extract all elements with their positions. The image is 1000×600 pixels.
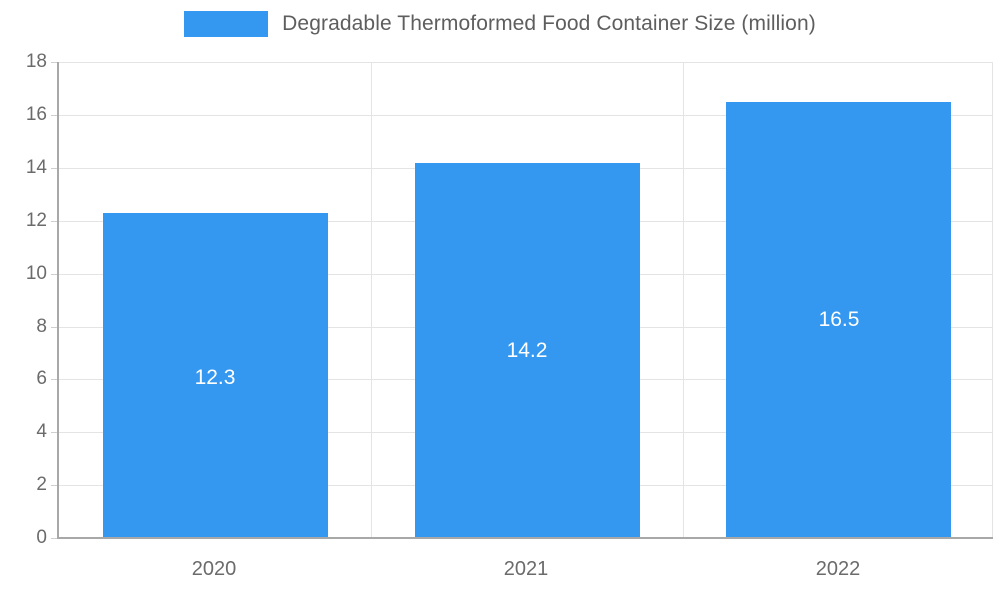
y-tick-label-18: 18 (25, 51, 47, 72)
y-tick-mark-8 (51, 327, 58, 328)
y-tick-label-4: 4 (36, 421, 47, 442)
y-tick-label-16: 16 (25, 104, 47, 125)
gridline-y-18 (58, 62, 993, 63)
gridline-x-2020-2021 (371, 62, 372, 538)
y-tick-mark-6 (51, 379, 58, 380)
x-tick-label-2020: 2020 (191, 558, 237, 580)
x-axis-line (57, 537, 993, 539)
y-tick-label-6: 6 (36, 368, 47, 389)
plot-right-border (992, 62, 993, 538)
x-tick-label-2022: 2022 (815, 558, 861, 580)
legend-item[interactable]: Degradable Thermoformed Food Container S… (184, 11, 816, 37)
chart-legend: Degradable Thermoformed Food Container S… (0, 0, 1000, 48)
bar-2021[interactable] (415, 163, 640, 538)
bar-value-2021: 14.2 (506, 339, 548, 362)
bar-value-2020: 12.3 (194, 366, 236, 389)
y-tick-mark-4 (51, 432, 58, 433)
bar-2020[interactable] (103, 213, 328, 538)
y-axis-tick-labels: 0 2 4 6 8 10 12 14 16 18 (0, 0, 47, 600)
y-tick-label-14: 14 (25, 157, 47, 178)
gridline-y-16 (58, 115, 993, 116)
y-tick-label-10: 10 (25, 263, 47, 284)
y-tick-label-2: 2 (36, 474, 47, 495)
y-axis-line (57, 62, 59, 539)
bar-2022[interactable] (726, 102, 951, 538)
y-tick-mark-18 (51, 62, 58, 63)
y-tick-mark-14 (51, 168, 58, 169)
y-tick-label-12: 12 (25, 210, 47, 231)
y-tick-label-0: 0 (36, 527, 47, 548)
legend-label: Degradable Thermoformed Food Container S… (282, 12, 816, 35)
gridline-x-2021-2022 (683, 62, 684, 538)
y-tick-mark-10 (51, 274, 58, 275)
bar-value-2022: 16.5 (818, 308, 860, 331)
y-tick-label-8: 8 (36, 316, 47, 337)
y-tick-mark-12 (51, 221, 58, 222)
y-tick-mark-16 (51, 115, 58, 116)
y-tick-mark-2 (51, 485, 58, 486)
legend-color-swatch-icon (184, 11, 269, 37)
y-tick-mark-0 (51, 538, 58, 539)
x-tick-label-2021: 2021 (503, 558, 549, 580)
plot-area: 12.3 14.2 16.5 (58, 62, 993, 538)
